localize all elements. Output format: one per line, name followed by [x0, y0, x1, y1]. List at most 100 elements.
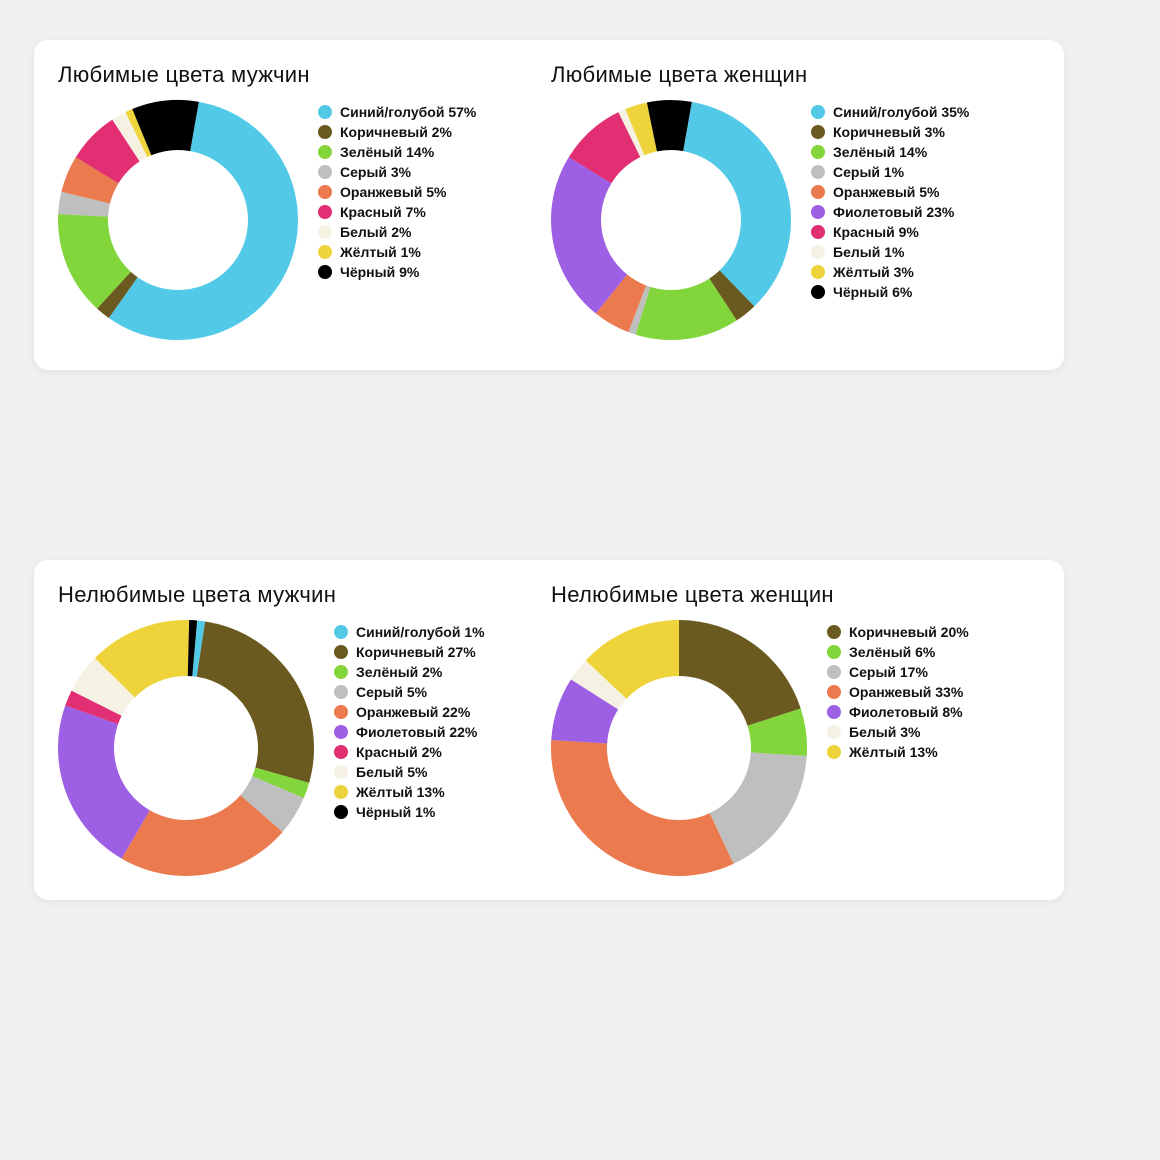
legend-row: Оранжевый 5% [811, 184, 969, 200]
legend-swatch-icon [318, 225, 332, 239]
legend-label: Коричневый 20% [849, 624, 969, 640]
legend-row: Белый 2% [318, 224, 476, 240]
legend-label: Жёлтый 3% [833, 264, 914, 280]
legend-row: Серый 17% [827, 664, 969, 680]
chart-block-dis-men: Нелюбимые цвета мужчин Синий/голубой 1%К… [56, 578, 549, 876]
legend-swatch-icon [318, 245, 332, 259]
legend-swatch-icon [811, 265, 825, 279]
legend-label: Коричневый 27% [356, 644, 476, 660]
legend-row: Оранжевый 33% [827, 684, 969, 700]
legend-label: Чёрный 6% [833, 284, 912, 300]
legend-row: Красный 9% [811, 224, 969, 240]
donut-chart-dis-men [56, 618, 316, 878]
legend-row: Чёрный 1% [334, 804, 485, 820]
legend-label: Красный 9% [833, 224, 919, 240]
legend-label: Оранжевый 5% [833, 184, 940, 200]
legend-row: Фиолетовый 23% [811, 204, 969, 220]
legend-label: Жёлтый 13% [849, 744, 938, 760]
chart-body: Синий/голубой 57% Коричневый 2% Зелёный 14… [56, 98, 549, 342]
chart-body: Синий/голубой 1% Коричневый 27% Зелёный 2%… [56, 618, 549, 878]
legend-label: Белый 1% [833, 244, 904, 260]
legend-label: Оранжевый 22% [356, 704, 470, 720]
legend-row: Синий/голубой 1% [334, 624, 485, 640]
legend-swatch-icon [334, 765, 348, 779]
legend-row: Серый 5% [334, 684, 485, 700]
legend-label: Серый 5% [356, 684, 427, 700]
legend-label: Белый 2% [340, 224, 411, 240]
legend-label: Красный 2% [356, 744, 442, 760]
legend-row: Коричневый 3% [811, 124, 969, 140]
legend-swatch-icon [334, 745, 348, 759]
donut-chart-fav-men [56, 98, 300, 342]
legend-label: Серый 1% [833, 164, 904, 180]
legend-label: Коричневый 2% [340, 124, 452, 140]
legend-swatch-icon [334, 785, 348, 799]
chart-pair-favorites: Любимые цвета мужчин Синий/голубой 57% Ко… [56, 58, 1042, 346]
legend-row: Зелёный 2% [334, 664, 485, 680]
legend-label: Зелёный 14% [340, 144, 434, 160]
legend-row: Белый 3% [827, 724, 969, 740]
legend-swatch-icon [811, 225, 825, 239]
legend-row: Жёлтый 13% [827, 744, 969, 760]
legend-row: Синий/голубой 35% [811, 104, 969, 120]
legend-swatch-icon [811, 105, 825, 119]
legend-swatch-icon [334, 725, 348, 739]
legend-row: Чёрный 9% [318, 264, 476, 280]
donut-chart-fav-women [549, 98, 793, 342]
legend-label: Зелёный 2% [356, 664, 442, 680]
legend-row: Оранжевый 5% [318, 184, 476, 200]
legend-swatch-icon [318, 105, 332, 119]
legend-row: Оранжевый 22% [334, 704, 485, 720]
legend-label: Красный 7% [340, 204, 426, 220]
legend-label: Серый 17% [849, 664, 928, 680]
legend-swatch-icon [827, 625, 841, 639]
legend-fav-men: Синий/голубой 57% Коричневый 2% Зелёный 14… [318, 98, 476, 280]
legend-row: Жёлтый 1% [318, 244, 476, 260]
donut-slice [679, 620, 801, 726]
donut-chart-dis-women [549, 618, 809, 878]
legend-row: Зелёный 14% [811, 144, 969, 160]
legend-label: Оранжевый 5% [340, 184, 447, 200]
page-root: Любимые цвета мужчин Синий/голубой 57% Ко… [0, 0, 1160, 1160]
legend-row: Жёлтый 3% [811, 264, 969, 280]
legend-swatch-icon [811, 205, 825, 219]
legend-row: Белый 5% [334, 764, 485, 780]
chart-title: Любимые цвета женщин [551, 62, 1042, 88]
legend-label: Фиолетовый 8% [849, 704, 963, 720]
legend-swatch-icon [811, 165, 825, 179]
legend-row: Серый 3% [318, 164, 476, 180]
legend-swatch-icon [811, 245, 825, 259]
legend-swatch-icon [827, 645, 841, 659]
donut-slice [551, 740, 733, 876]
chart-title: Любимые цвета мужчин [58, 62, 549, 88]
legend-swatch-icon [318, 205, 332, 219]
legend-label: Чёрный 1% [356, 804, 435, 820]
legend-fav-women: Синий/голубой 35% Коричневый 3% Зелёный 14… [811, 98, 969, 300]
legend-row: Синий/голубой 57% [318, 104, 476, 120]
legend-row: Зелёный 6% [827, 644, 969, 660]
chart-body: Коричневый 20% Зелёный 6% Серый 17% Оранжев… [549, 618, 1042, 878]
legend-dis-women: Коричневый 20% Зелёный 6% Серый 17% Оранжев… [827, 618, 969, 760]
legend-label: Синий/голубой 57% [340, 104, 476, 120]
legend-label: Жёлтый 1% [340, 244, 421, 260]
legend-row: Красный 7% [318, 204, 476, 220]
legend-swatch-icon [827, 685, 841, 699]
legend-swatch-icon [334, 665, 348, 679]
legend-row: Коричневый 20% [827, 624, 969, 640]
legend-swatch-icon [318, 265, 332, 279]
card-favorites: Любимые цвета мужчин Синий/голубой 57% Ко… [34, 40, 1064, 370]
legend-label: Синий/голубой 35% [833, 104, 969, 120]
legend-swatch-icon [318, 125, 332, 139]
legend-row: Серый 1% [811, 164, 969, 180]
donut-slice [197, 621, 314, 782]
legend-row: Красный 2% [334, 744, 485, 760]
legend-row: Коричневый 2% [318, 124, 476, 140]
chart-title: Нелюбимые цвета женщин [551, 582, 1042, 608]
chart-pair-disliked: Нелюбимые цвета мужчин Синий/голубой 1%К… [56, 578, 1042, 876]
legend-label: Жёлтый 13% [356, 784, 445, 800]
legend-row: Фиолетовый 22% [334, 724, 485, 740]
legend-swatch-icon [811, 145, 825, 159]
legend-label: Белый 5% [356, 764, 427, 780]
legend-label: Синий/голубой 1% [356, 624, 485, 640]
legend-label: Фиолетовый 23% [833, 204, 954, 220]
